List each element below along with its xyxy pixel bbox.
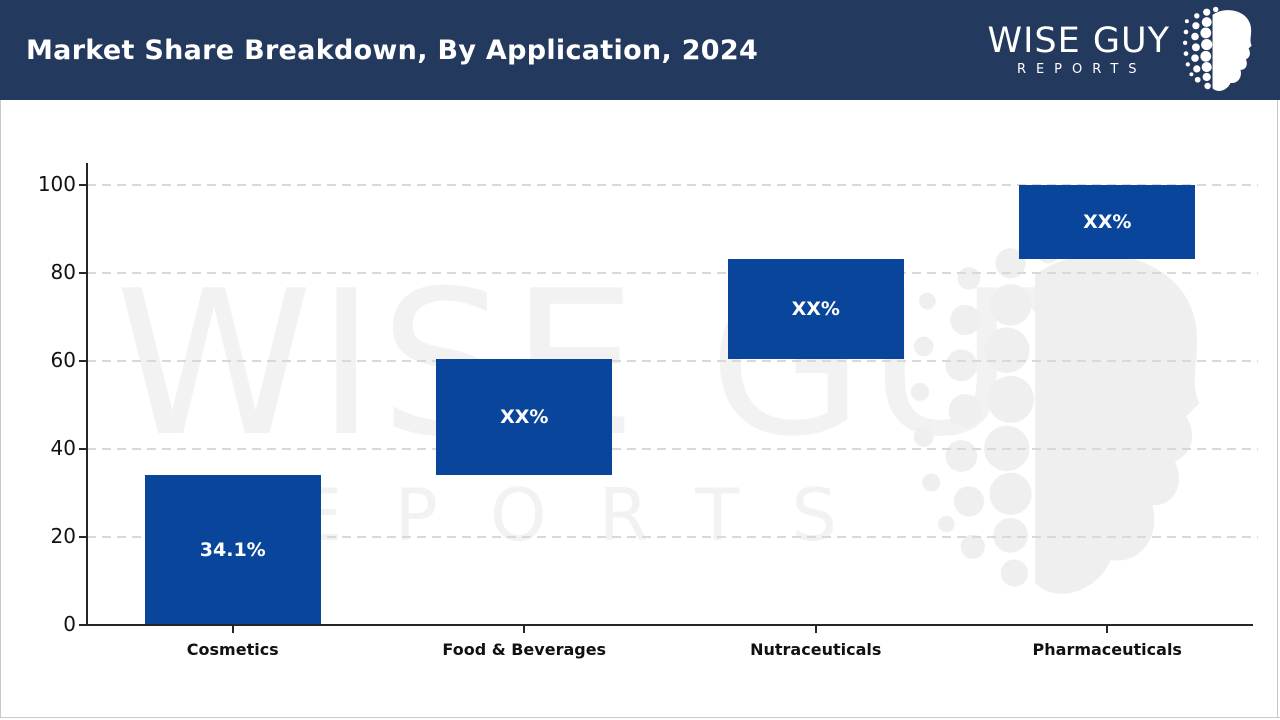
x-category-label-cosmetics: Cosmetics bbox=[186, 640, 279, 659]
y-tick-mark-40 bbox=[79, 447, 87, 450]
y-tick-label-80: 80 bbox=[50, 259, 76, 284]
header-band: Market Share Breakdown, By Application, … bbox=[0, 0, 1280, 100]
gridline-40 bbox=[87, 447, 1258, 450]
x-tick-mark-food-beverages bbox=[523, 626, 526, 633]
frame-border-right bbox=[1277, 100, 1278, 717]
bar-value-label-nutraceuticals: XX% bbox=[791, 297, 840, 320]
y-tick-label-60: 60 bbox=[50, 347, 76, 372]
frame-border-left bbox=[0, 100, 1, 717]
bar-pharmaceuticals: XX% bbox=[1019, 184, 1196, 259]
logo-name: WISE GUY bbox=[987, 21, 1170, 61]
x-axis-spine bbox=[87, 624, 1253, 626]
y-tick-label-100: 100 bbox=[37, 171, 76, 196]
bar-cosmetics: 34.1% bbox=[144, 474, 321, 625]
wiseguy-head-icon bbox=[1172, 5, 1254, 95]
y-tick-label-0: 0 bbox=[63, 612, 76, 636]
gridline-60 bbox=[87, 359, 1258, 362]
bar-value-label-cosmetics: 34.1% bbox=[199, 538, 266, 561]
y-tick-mark-60 bbox=[79, 359, 87, 362]
y-tick-mark-0 bbox=[79, 624, 87, 626]
gridline-20 bbox=[87, 535, 1258, 538]
logo-subtitle: REPORTS bbox=[1016, 62, 1147, 77]
gridline-80 bbox=[87, 271, 1258, 274]
x-tick-mark-cosmetics bbox=[231, 626, 234, 633]
bar-value-label-pharmaceuticals: XX% bbox=[1083, 210, 1132, 233]
bar-food-beverages: XX% bbox=[436, 358, 613, 475]
watermark-head-icon bbox=[867, 233, 1207, 611]
bar-nutraceuticals: XX% bbox=[727, 258, 904, 359]
x-category-label-food-beverages: Food & Beverages bbox=[442, 640, 607, 659]
x-category-label-pharmaceuticals: Pharmaceuticals bbox=[1032, 640, 1182, 659]
x-tick-mark-pharmaceuticals bbox=[1106, 626, 1109, 633]
chart-plot-area: WISE GUY REPORTS 0 20 40 60 80 100 34.1% Cosmet… bbox=[0, 100, 1280, 720]
background-watermark: WISE GUY REPORTS bbox=[115, 265, 1144, 551]
y-axis-spine bbox=[86, 163, 88, 626]
page-title: Market Share Breakdown, By Application, … bbox=[26, 34, 759, 66]
y-tick-mark-80 bbox=[79, 271, 87, 274]
gridline-100 bbox=[87, 183, 1258, 186]
y-tick-label-20: 20 bbox=[50, 523, 76, 548]
frame-border-bottom bbox=[0, 717, 1280, 718]
y-tick-label-40: 40 bbox=[50, 435, 76, 460]
x-category-label-nutraceuticals: Nutraceuticals bbox=[750, 640, 882, 659]
wiseguy-logo: WISE GUY REPORTS bbox=[987, 5, 1254, 95]
x-tick-mark-nutraceuticals bbox=[814, 626, 817, 633]
bar-value-label-food-beverages: XX% bbox=[500, 405, 549, 428]
y-tick-mark-100 bbox=[79, 183, 87, 186]
y-tick-mark-20 bbox=[79, 535, 87, 538]
